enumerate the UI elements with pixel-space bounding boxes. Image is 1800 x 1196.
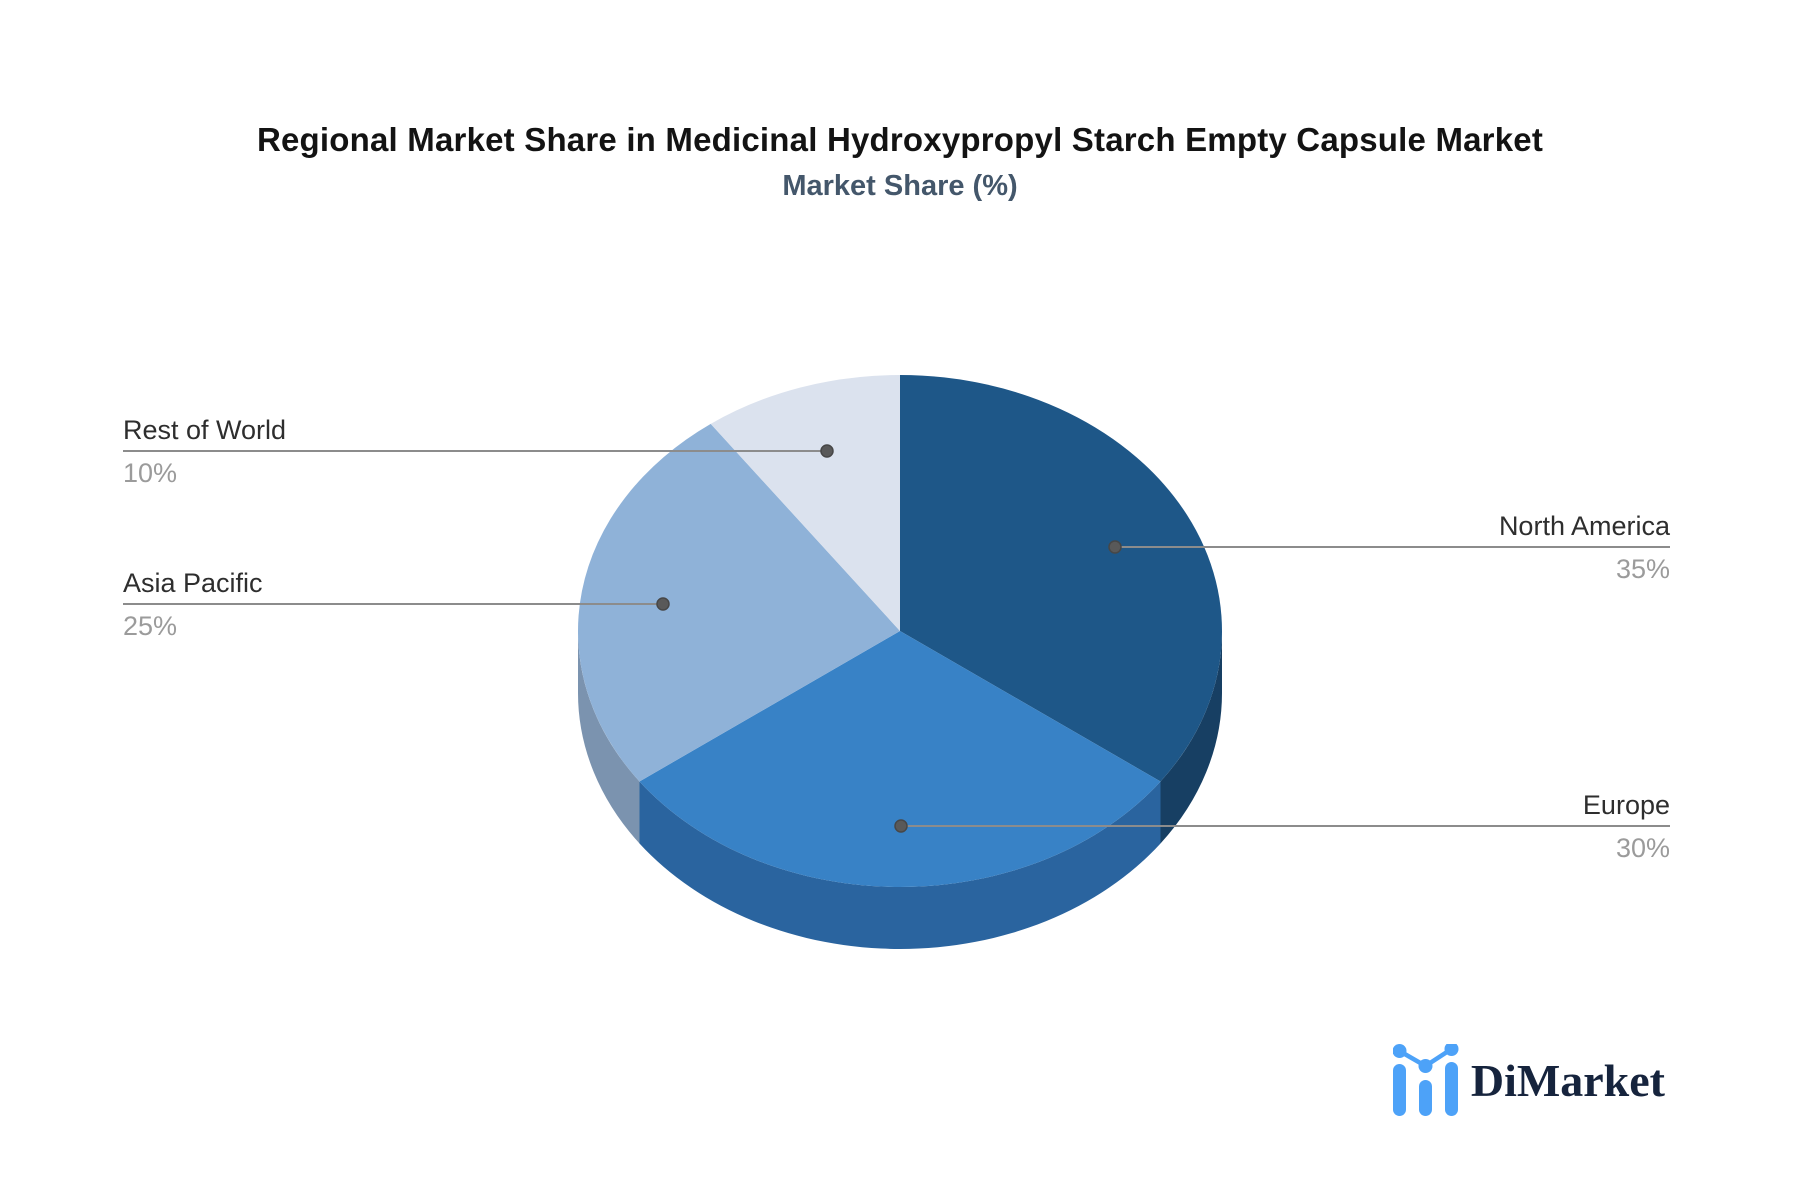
- callout-europe: Europe 30%: [1583, 789, 1670, 864]
- chart-subtitle: Market Share (%): [782, 170, 1018, 202]
- slice-percent: 30%: [1615, 833, 1670, 863]
- brand-logo: DiMarket: [1392, 1038, 1665, 1118]
- callout-rest-of-world: Rest of World 10%: [123, 414, 286, 489]
- slice-percent: 10%: [123, 458, 178, 488]
- slice-percent: 25%: [123, 611, 178, 641]
- pie-slice-side-0: [1160, 631, 1222, 844]
- pie-slice-2: [578, 423, 900, 782]
- callout-north-america: North America 35%: [1499, 510, 1670, 585]
- leader-dot-3: [820, 444, 834, 458]
- slice-label: Asia Pacific: [123, 568, 263, 598]
- pie-slice-side-2: [578, 631, 640, 844]
- callout-asia-pacific: Asia Pacific 25%: [123, 567, 263, 642]
- pie-slice-side-1: [639, 781, 1161, 949]
- brand-name: DiMarket: [1470, 1055, 1665, 1106]
- leader-dot-0: [1108, 540, 1122, 554]
- slice-label: Europe: [1582, 790, 1670, 820]
- leader-dot-1: [894, 819, 908, 833]
- chart-title: Regional Market Share in Medicinal Hydro…: [256, 121, 1544, 158]
- pie-slice-3: [710, 375, 900, 631]
- pie-slice-1: [639, 631, 1161, 887]
- slice-percent: 35%: [1615, 554, 1670, 584]
- slice-label: North America: [1498, 511, 1670, 541]
- slice-label: Rest of World: [123, 415, 287, 445]
- pie-slice-0: [900, 375, 1222, 782]
- leader-dot-2: [656, 597, 670, 611]
- bar-chart-trend-icon: [1392, 1044, 1459, 1116]
